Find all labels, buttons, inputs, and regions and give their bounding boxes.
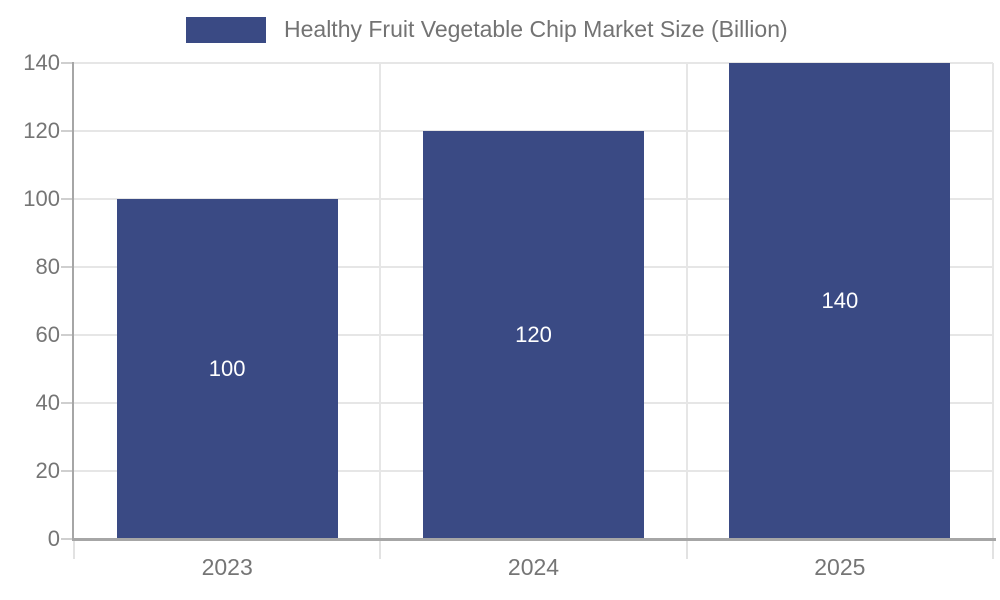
y-axis-label-80: 80 — [35, 254, 60, 279]
bar-value-label-2023: 100 — [208, 356, 246, 381]
legend-swatch-icon — [186, 16, 266, 43]
y-axis-line — [72, 62, 74, 540]
bar-value-label-2025: 140 — [821, 288, 859, 313]
y-axis-tick-60 — [61, 334, 72, 336]
plot-area: 100 120 140 — [74, 62, 994, 539]
bar-2023: 100 — [116, 199, 338, 539]
y-axis-tick-80 — [61, 266, 72, 268]
x-axis-tick-0 — [73, 541, 75, 559]
y-axis-label-40: 40 — [35, 390, 60, 415]
x-axis-label-2025: 2025 — [814, 554, 866, 580]
x-axis-label-2023: 2023 — [201, 554, 253, 580]
gridline-x-1 — [379, 63, 382, 539]
bar-2025: 140 — [729, 63, 951, 539]
y-axis-label-140: 140 — [23, 50, 60, 75]
gridline-y-140 — [74, 62, 993, 64]
x-axis-label-2024: 2024 — [507, 554, 560, 580]
x-axis-tick-2 — [685, 541, 688, 559]
x-axis-tick-1 — [379, 541, 382, 559]
y-axis-tick-120 — [61, 130, 72, 132]
bar-value-label-2024: 120 — [515, 322, 552, 347]
bar-2024: 120 — [423, 131, 644, 539]
gridline-x-3 — [992, 63, 994, 539]
x-axis-line — [72, 538, 996, 541]
gridline-x-2 — [685, 63, 688, 539]
y-axis-label-20: 20 — [35, 458, 60, 483]
y-axis-tick-20 — [61, 470, 72, 472]
x-axis-tick-3 — [992, 541, 994, 559]
y-axis-label-120: 120 — [23, 118, 60, 143]
y-axis-label-60: 60 — [35, 322, 60, 347]
chart-legend[interactable]: Healthy Fruit Vegetable Chip Market Size… — [186, 16, 788, 43]
y-axis-label-100: 100 — [23, 186, 60, 211]
y-axis-tick-0 — [61, 538, 72, 540]
legend-label: Healthy Fruit Vegetable Chip Market Size… — [284, 16, 788, 42]
y-axis-tick-40 — [61, 402, 72, 404]
y-axis-label-0: 0 — [47, 526, 60, 551]
y-axis-tick-140 — [61, 62, 72, 64]
y-axis-tick-100 — [61, 198, 72, 200]
